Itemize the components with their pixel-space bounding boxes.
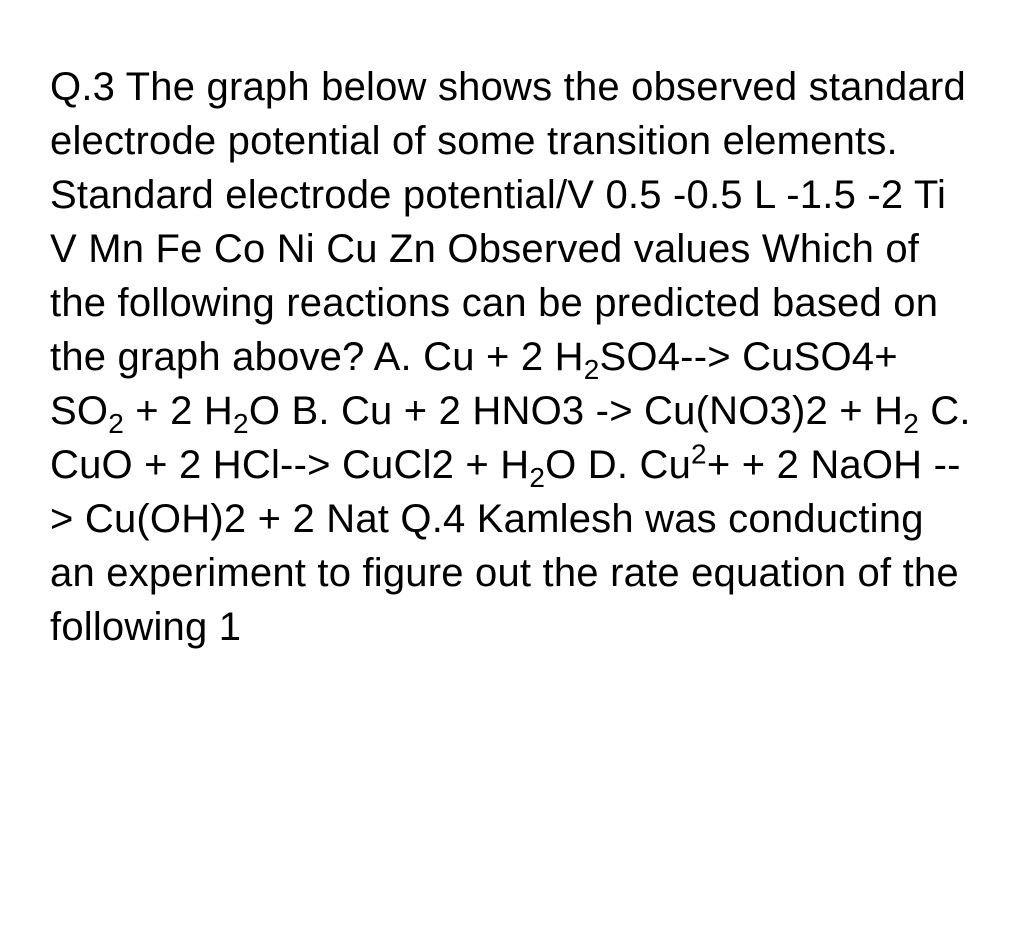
text-seg3: O B. Cu + 2 HNO3 -> Cu(NO3)2 + H <box>249 389 903 433</box>
subscript-2: 2 <box>529 462 545 493</box>
text-prefix: Q.3 The graph below shows the observed s… <box>50 65 966 379</box>
text-seg2: + 2 H <box>124 389 233 433</box>
superscript-2: 2 <box>691 439 707 470</box>
subscript-2: 2 <box>584 354 600 385</box>
subscript-2: 2 <box>903 408 919 439</box>
subscript-2: 2 <box>233 408 249 439</box>
subscript-2: 2 <box>108 408 124 439</box>
question-body: Q.3 The graph below shows the observed s… <box>50 60 974 654</box>
text-seg5: O D. Cu <box>545 443 691 487</box>
